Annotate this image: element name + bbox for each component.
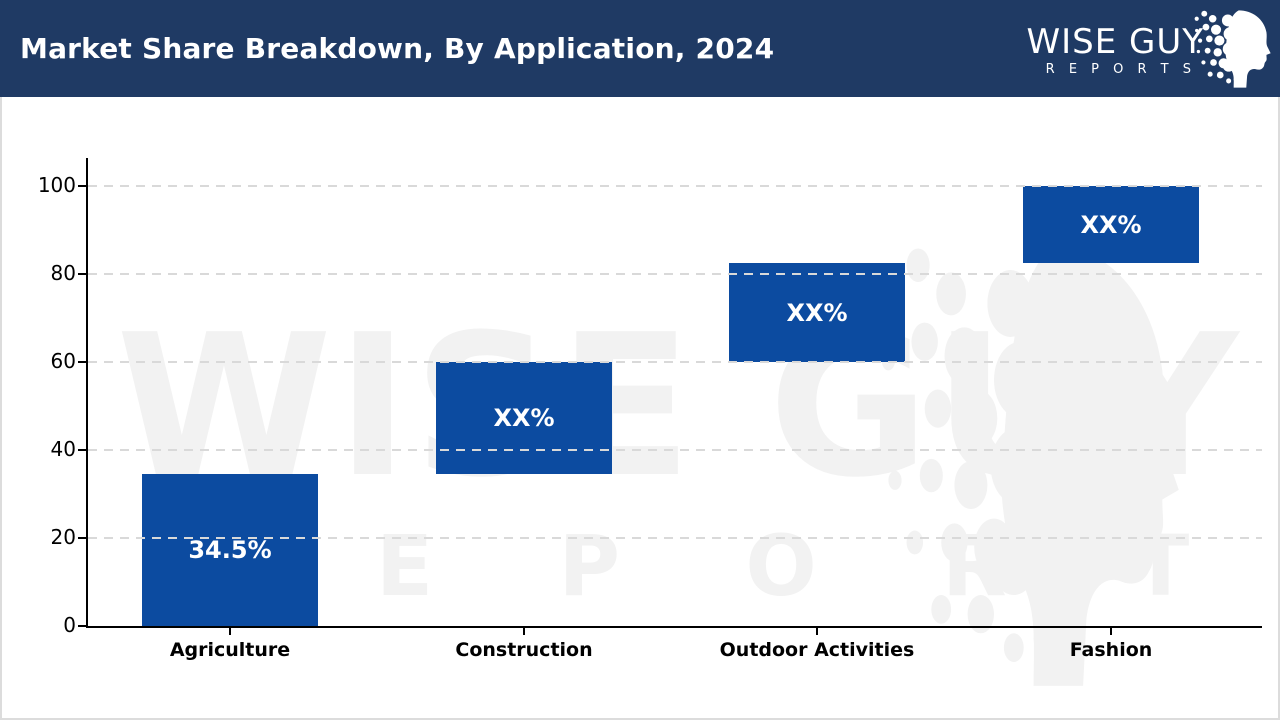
x-tick-construction: [523, 628, 525, 635]
y-tick-100: [78, 185, 86, 187]
y-tick-0: [78, 625, 86, 627]
x-tick-fashion: [1110, 628, 1112, 635]
x-axis-line: [86, 626, 1262, 628]
x-tick-agriculture: [229, 628, 231, 635]
chart-title: Market Share Breakdown, By Application, …: [20, 32, 775, 65]
gridline-60: [88, 361, 1262, 363]
bar-outdoor-activities: XX%: [729, 263, 905, 362]
y-tick-60: [78, 361, 86, 363]
bar-value-label-agriculture: 34.5%: [188, 536, 272, 565]
bar-fashion: XX%: [1023, 186, 1199, 263]
logo-wordmark: WISE GUY: [1026, 22, 1204, 62]
bar-agriculture: 34.5%: [142, 474, 318, 626]
bar-value-label-outdoor-activities: XX%: [786, 298, 848, 327]
gridline-80: [88, 273, 1262, 275]
logo-subtext: R E P O R T S: [1045, 62, 1196, 77]
y-tick-label-40: 40: [50, 437, 76, 461]
y-tick-label-0: 0: [63, 613, 76, 637]
y-tick-40: [78, 449, 86, 451]
bar-value-label-construction: XX%: [493, 404, 555, 433]
y-tick-label-80: 80: [50, 261, 76, 285]
y-tick-label-60: 60: [50, 349, 76, 373]
x-tick-label-agriculture: Agriculture: [169, 639, 291, 661]
bar-value-label-fashion: XX%: [1080, 210, 1142, 239]
gridline-100: [88, 185, 1262, 187]
y-axis-line: [86, 158, 88, 628]
y-tick-80: [78, 273, 86, 275]
gridline-20: [88, 537, 1262, 539]
y-tick-20: [78, 537, 86, 539]
gridline-40: [88, 449, 1262, 451]
watermark-head-icon: [880, 246, 1179, 686]
wiseguy-head-icon: [1194, 10, 1271, 88]
x-tick-label-outdoor-activities: Outdoor Activities: [719, 639, 915, 661]
y-tick-label-20: 20: [50, 525, 76, 549]
x-tick-label-fashion: Fashion: [1069, 639, 1153, 661]
x-tick-outdoor-activities: [816, 628, 818, 635]
bar-construction: XX%: [436, 362, 612, 475]
wiseguy-logo: WISE GUY R E P O R T S: [1026, 0, 1276, 97]
x-tick-label-construction: Construction: [455, 639, 593, 661]
header-bar: Market Share Breakdown, By Application, …: [0, 0, 1280, 97]
y-tick-label-100: 100: [37, 173, 76, 197]
